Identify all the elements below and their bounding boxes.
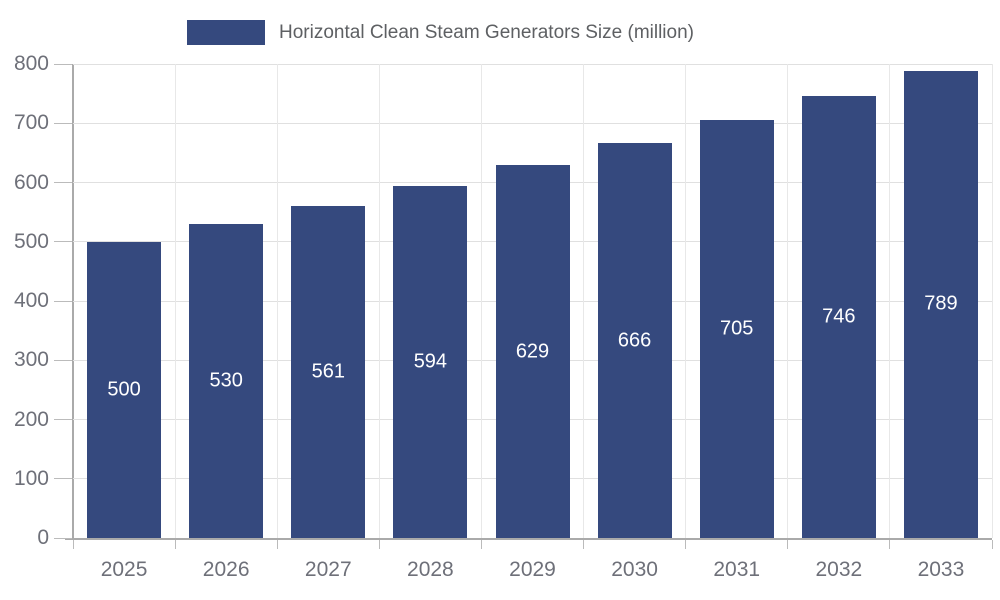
y-axis-tick xyxy=(54,300,72,302)
x-axis-tick xyxy=(685,540,687,549)
x-axis-tick xyxy=(583,540,585,549)
x-axis-tick xyxy=(991,540,993,549)
bar[interactable]: 746 xyxy=(801,96,876,538)
y-axis-tick xyxy=(54,359,72,361)
x-axis-tick xyxy=(72,540,74,549)
bar[interactable]: 705 xyxy=(699,120,774,538)
bar-value-label: 666 xyxy=(617,329,652,352)
bar-value-label: 561 xyxy=(311,360,345,383)
x-axis-label: 2030 xyxy=(611,558,658,581)
legend-swatch xyxy=(187,20,265,45)
bar-value-label: 530 xyxy=(209,369,243,392)
y-axis-label: 700 xyxy=(13,111,49,135)
y-axis-label: 500 xyxy=(13,229,49,253)
bar-value-label: 500 xyxy=(107,378,141,401)
plot-area: 0 100 200 300 400 500 600 700 800 2025 2026 2027 202… xyxy=(14,52,993,581)
gridline-horizontal xyxy=(73,63,992,65)
y-axis-label: 400 xyxy=(13,289,49,312)
bar-value-label: 594 xyxy=(413,350,448,373)
y-axis-label: 200 xyxy=(13,407,49,431)
x-axis-tick xyxy=(378,540,380,549)
bar-value-label: 629 xyxy=(515,340,550,363)
x-axis-tick xyxy=(889,540,891,549)
y-axis-label: 0 xyxy=(37,526,49,549)
y-axis-label: 100 xyxy=(13,466,49,490)
x-axis-label: 2028 xyxy=(407,558,454,581)
y-axis-tick xyxy=(54,419,72,420)
gridline-vertical xyxy=(378,64,380,538)
bar[interactable]: 629 xyxy=(495,165,570,538)
bar[interactable]: 789 xyxy=(903,70,978,538)
gridline-vertical xyxy=(583,64,585,538)
gridline-vertical xyxy=(685,64,687,538)
bar[interactable]: 561 xyxy=(291,205,366,538)
x-axis-tick xyxy=(787,540,789,549)
x-axis-label: 2027 xyxy=(304,558,352,581)
gridline-vertical xyxy=(889,64,891,538)
gridline-vertical xyxy=(174,64,176,538)
y-axis-tick xyxy=(54,241,72,243)
y-axis-tick xyxy=(54,478,72,480)
bar[interactable]: 666 xyxy=(597,143,672,538)
y-axis-tick xyxy=(54,122,72,124)
y-axis-label: 600 xyxy=(13,170,49,194)
bar[interactable]: 530 xyxy=(189,223,264,538)
legend-label: Horizontal Clean Steam Generators Size (… xyxy=(279,21,694,43)
legend-item[interactable]: Horizontal Clean Steam Generators Size (… xyxy=(187,20,694,45)
x-axis-label: 2033 xyxy=(917,558,965,581)
y-axis-label: 800 xyxy=(13,52,49,75)
bar[interactable]: 594 xyxy=(393,186,468,538)
x-axis-label: 2029 xyxy=(509,558,556,581)
bar[interactable]: 500 xyxy=(87,241,162,538)
bar-value-label: 746 xyxy=(822,305,856,328)
x-axis-label: 2025 xyxy=(100,558,148,581)
bar-value-label: 705 xyxy=(720,317,754,340)
x-axis-line xyxy=(65,538,992,540)
x-axis-label: 2032 xyxy=(815,558,863,581)
x-axis-tick xyxy=(174,540,176,549)
y-axis-tick xyxy=(54,182,72,183)
y-axis-tick xyxy=(54,63,72,65)
gridline-vertical xyxy=(991,64,993,538)
gridline-vertical xyxy=(276,64,278,538)
gridline-vertical xyxy=(787,64,789,538)
gridline-vertical xyxy=(480,64,482,538)
x-axis-label: 2026 xyxy=(202,558,250,581)
gridline-horizontal xyxy=(73,122,992,124)
y-axis-label: 300 xyxy=(13,348,49,372)
y-axis-tick xyxy=(54,537,72,539)
x-axis-label: 2031 xyxy=(713,558,761,581)
x-axis-tick xyxy=(480,540,482,549)
x-axis-tick xyxy=(276,540,278,549)
bar-value-label: 789 xyxy=(924,292,958,315)
